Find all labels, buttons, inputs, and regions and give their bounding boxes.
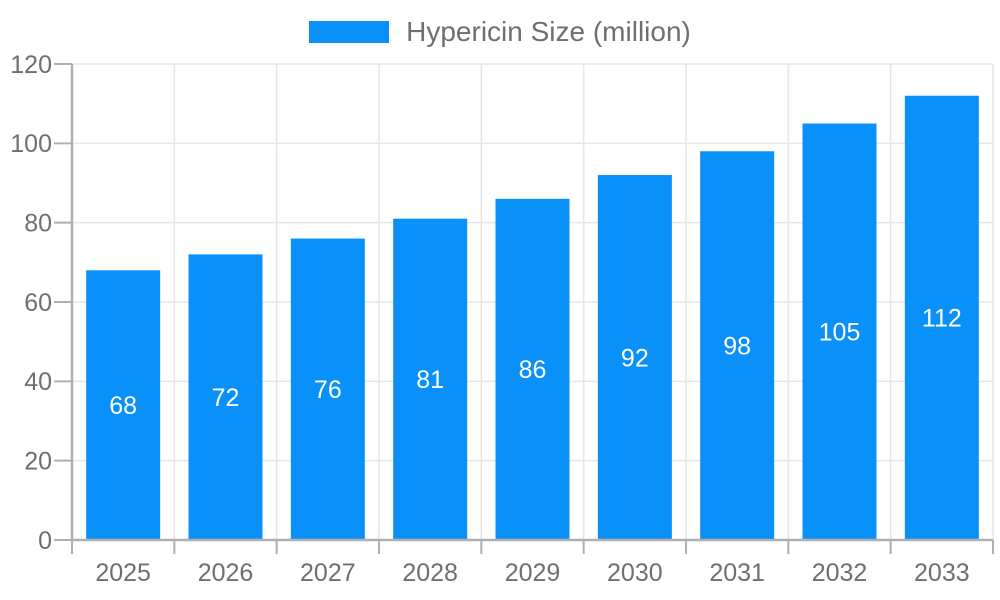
bar-value-label: 98 — [723, 332, 751, 360]
x-tick-label: 2026 — [198, 559, 254, 587]
bar-2032[interactable] — [802, 123, 877, 541]
bar-value-label: 92 — [621, 344, 649, 372]
legend-label: Hypericin Size (million) — [406, 16, 691, 47]
y-tick-label: 0 — [38, 527, 52, 555]
y-tick-label: 80 — [24, 209, 52, 237]
bar-2027[interactable] — [290, 238, 365, 541]
bar-value-label: 68 — [109, 392, 137, 420]
x-tick-label: 2030 — [607, 559, 663, 587]
y-tick-label: 120 — [10, 51, 52, 79]
y-tick-label: 100 — [10, 130, 52, 158]
bar-2031[interactable] — [700, 151, 775, 540]
bar-2026[interactable] — [188, 254, 263, 540]
bar-2028[interactable] — [393, 218, 468, 540]
bar-value-label: 105 — [819, 319, 861, 347]
legend[interactable]: Hypericin Size (million) — [0, 18, 1000, 46]
bar-value-label: 81 — [416, 366, 444, 394]
bar-value-label: 76 — [314, 376, 342, 404]
bar-value-label: 72 — [212, 384, 240, 412]
x-tick-label: 2033 — [914, 559, 970, 587]
y-tick-label: 20 — [24, 447, 52, 475]
x-tick-label: 2025 — [95, 559, 151, 587]
bar-2030[interactable] — [597, 175, 672, 541]
x-tick-label: 2032 — [812, 559, 868, 587]
bar-2025[interactable] — [86, 270, 161, 540]
x-tick-label: 2028 — [402, 559, 458, 587]
legend-swatch — [309, 21, 390, 43]
bar-2033[interactable] — [904, 95, 979, 540]
x-tick-label: 2029 — [505, 559, 561, 587]
x-tick-label: 2031 — [709, 559, 765, 587]
y-tick-label: 40 — [24, 368, 52, 396]
y-tick-label: 60 — [24, 289, 52, 317]
bar-2029[interactable] — [495, 198, 570, 540]
bar-value-label: 112 — [922, 305, 962, 333]
bar-value-label: 86 — [519, 356, 547, 384]
x-tick-label: 2027 — [300, 559, 356, 587]
